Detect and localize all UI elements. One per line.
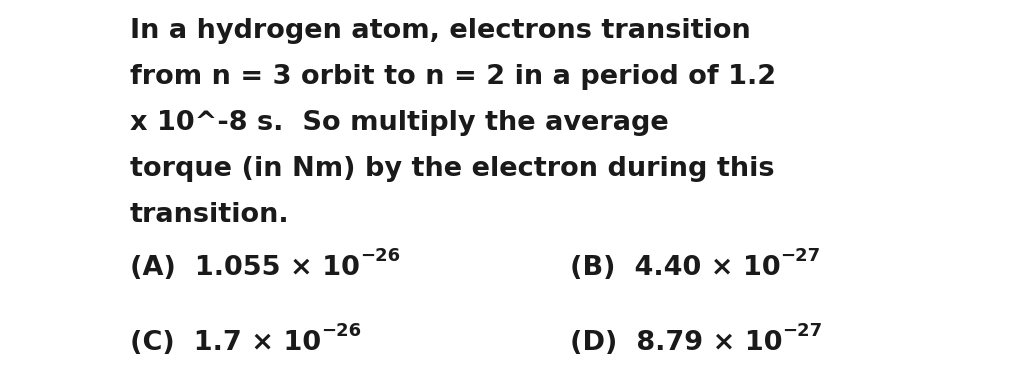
- Text: (A)  1.055 × 10: (A) 1.055 × 10: [130, 255, 359, 281]
- Text: x 10^-8 s.  So multiply the average: x 10^-8 s. So multiply the average: [130, 110, 669, 136]
- Text: (B)  4.40 × 10: (B) 4.40 × 10: [570, 255, 780, 281]
- Text: (C)  1.7 × 10: (C) 1.7 × 10: [130, 330, 322, 356]
- Text: torque (in Nm) by the electron during this: torque (in Nm) by the electron during th…: [130, 156, 774, 182]
- Text: −27: −27: [782, 322, 822, 340]
- Text: from n = 3 orbit to n = 2 in a period of 1.2: from n = 3 orbit to n = 2 in a period of…: [130, 64, 776, 90]
- Text: (D)  8.79 × 10: (D) 8.79 × 10: [570, 330, 782, 356]
- Text: In a hydrogen atom, electrons transition: In a hydrogen atom, electrons transition: [130, 18, 751, 44]
- Text: −26: −26: [322, 322, 361, 340]
- Text: transition.: transition.: [130, 202, 290, 228]
- Text: −26: −26: [359, 247, 400, 265]
- Text: −27: −27: [780, 247, 821, 265]
